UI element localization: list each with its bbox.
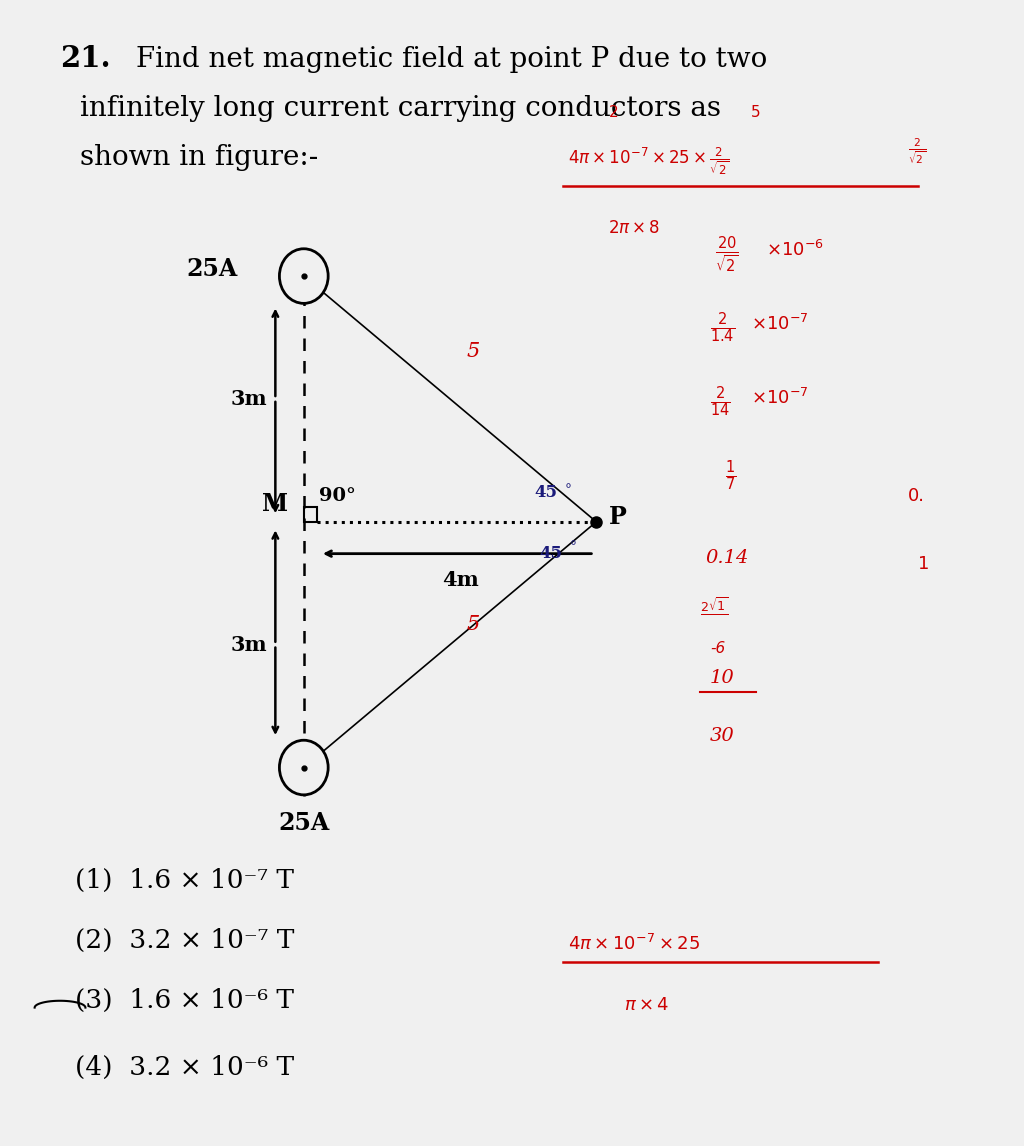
Text: 0.: 0. xyxy=(908,487,925,504)
Text: $\frac{20}{\sqrt{2}}$: $\frac{20}{\sqrt{2}}$ xyxy=(715,235,738,275)
Text: (4)  3.2 × 10⁻⁶ T: (4) 3.2 × 10⁻⁶ T xyxy=(75,1055,294,1081)
Text: °: ° xyxy=(569,540,577,554)
Text: $\times10^{-7}$: $\times10^{-7}$ xyxy=(751,388,808,408)
Text: (2)  3.2 × 10⁻⁷ T: (2) 3.2 × 10⁻⁷ T xyxy=(75,928,295,953)
Text: 25A: 25A xyxy=(279,810,330,834)
Text: 5: 5 xyxy=(466,342,479,361)
Text: 30: 30 xyxy=(710,727,735,745)
Text: $\mathit{\pi\times4}$: $\mathit{\pi\times4}$ xyxy=(624,996,669,1014)
Text: $\mathit{4\pi\times10^{-7}\times25}$: $\mathit{4\pi\times10^{-7}\times25}$ xyxy=(568,934,699,955)
Text: 5: 5 xyxy=(751,105,760,120)
Text: $\frac{2}{14}$: $\frac{2}{14}$ xyxy=(710,385,731,419)
Text: 4m: 4m xyxy=(441,570,478,589)
Text: M: M xyxy=(262,492,289,516)
Text: 3m: 3m xyxy=(230,388,267,409)
Text: $\times10^{-6}$: $\times10^{-6}$ xyxy=(766,240,824,260)
Text: 10: 10 xyxy=(710,669,735,686)
Text: $\frac{2\sqrt{1}}{\ \ \ }$: $\frac{2\sqrt{1}}{\ \ \ }$ xyxy=(699,602,728,621)
Text: shown in figure:-: shown in figure:- xyxy=(80,144,318,171)
Circle shape xyxy=(280,249,328,304)
Text: 0.14: 0.14 xyxy=(705,549,749,567)
Text: °: ° xyxy=(564,482,571,496)
Text: $\frac{2}{\sqrt{2}}$: $\frac{2}{\sqrt{2}}$ xyxy=(908,136,926,166)
Text: 3m: 3m xyxy=(230,635,267,654)
Text: (3)  1.6 × 10⁻⁶ T: (3) 1.6 × 10⁻⁶ T xyxy=(75,988,294,1013)
Text: (1)  1.6 × 10⁻⁷ T: (1) 1.6 × 10⁻⁷ T xyxy=(75,868,294,893)
Text: 5: 5 xyxy=(466,614,479,634)
Text: 90°: 90° xyxy=(319,487,356,504)
Text: 45: 45 xyxy=(535,485,557,501)
Text: Find net magnetic field at point P due to two: Find net magnetic field at point P due t… xyxy=(136,46,767,73)
Text: infinitely long current carrying conductors as: infinitely long current carrying conduct… xyxy=(80,95,721,123)
Text: $\mathit{4\pi\times10^{-7}\times25\times\frac{2}{\sqrt{2}}}$: $\mathit{4\pi\times10^{-7}\times25\times… xyxy=(568,146,729,178)
Circle shape xyxy=(280,740,328,795)
Text: $\times10^{-7}$: $\times10^{-7}$ xyxy=(751,314,808,335)
Text: P: P xyxy=(608,505,627,529)
Text: $\mathit{2\pi\times8}$: $\mathit{2\pi\times8}$ xyxy=(608,220,660,237)
Text: 45: 45 xyxy=(539,544,562,562)
Text: 25A: 25A xyxy=(186,257,238,281)
Bar xyxy=(304,507,317,521)
Text: 1: 1 xyxy=(919,555,930,573)
Text: $\frac{2}{1.4}$: $\frac{2}{1.4}$ xyxy=(710,311,735,345)
Text: -6: -6 xyxy=(710,642,725,657)
Text: 21.: 21. xyxy=(60,44,111,73)
Text: $\frac{1}{7}$: $\frac{1}{7}$ xyxy=(725,458,736,494)
Text: 2: 2 xyxy=(608,105,618,120)
